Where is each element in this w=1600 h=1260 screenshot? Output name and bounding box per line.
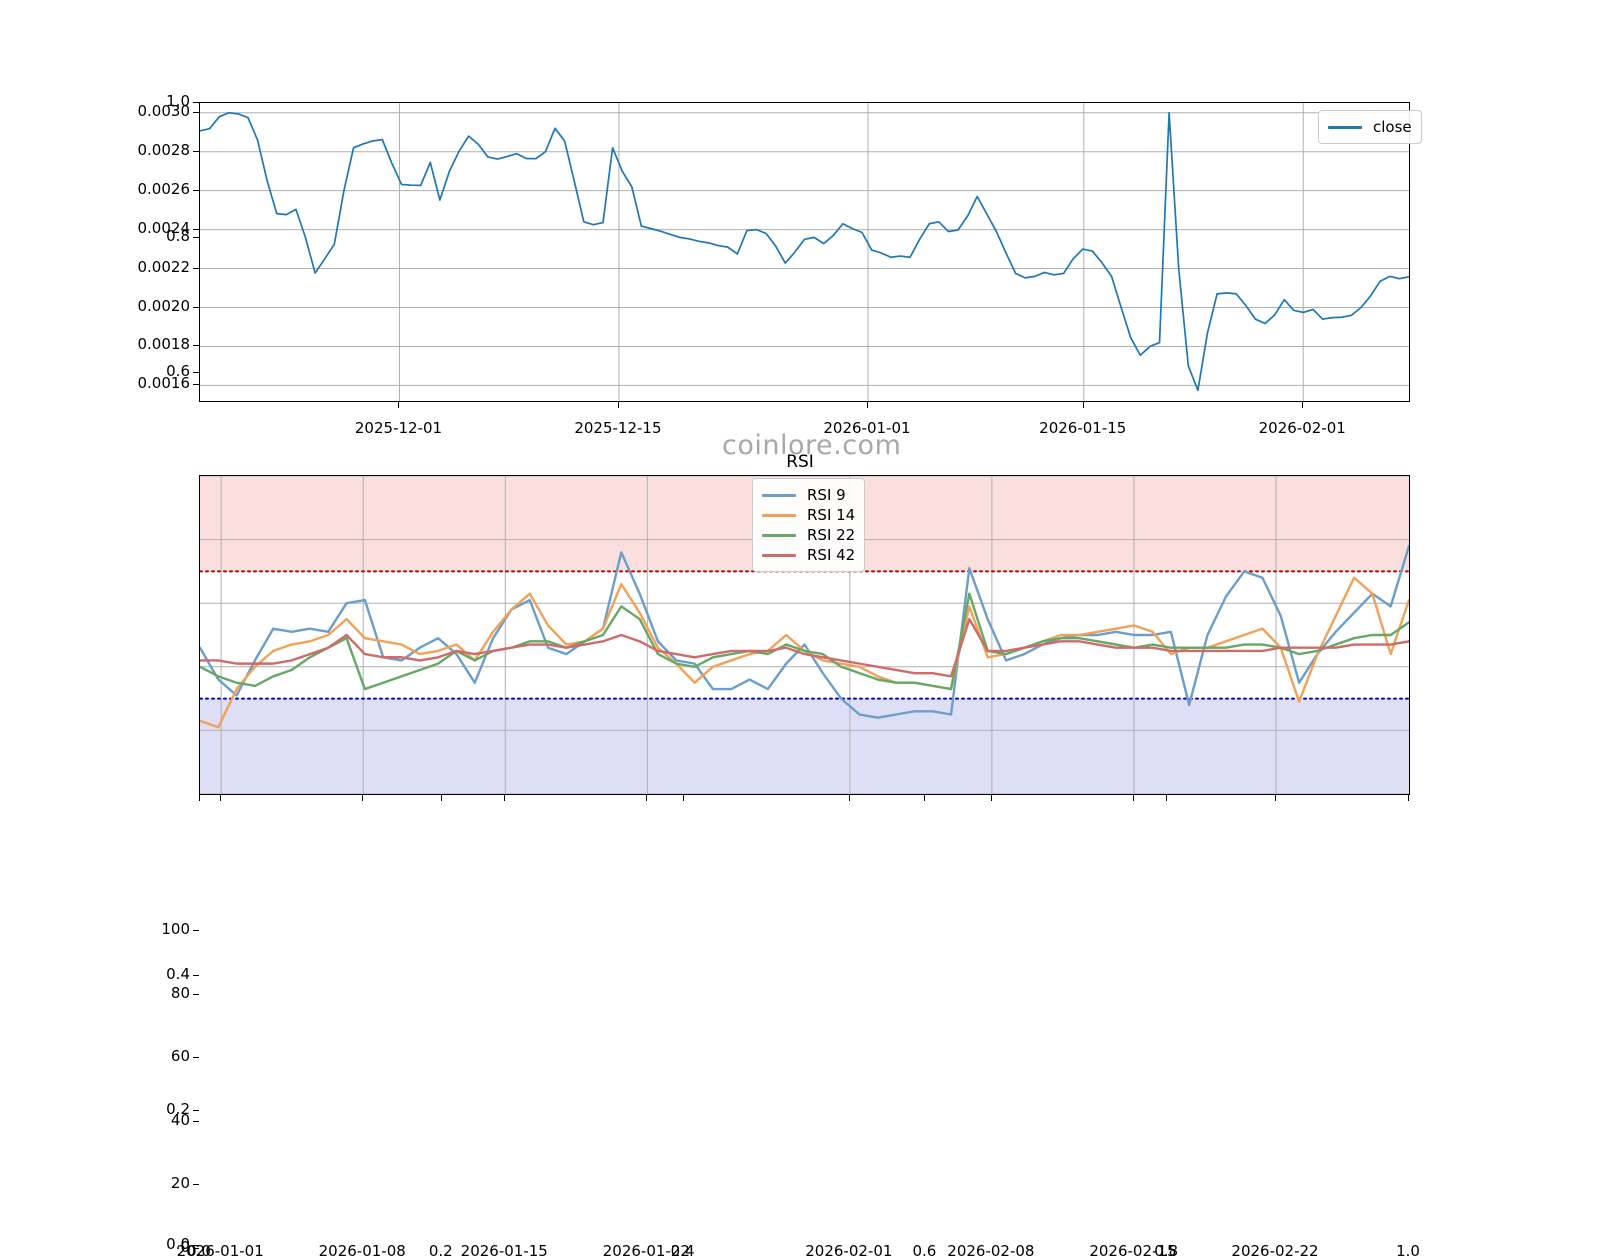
legend-color-swatch [762, 553, 796, 557]
axis-tick-mark [362, 795, 364, 801]
legend-color-swatch [762, 533, 796, 537]
price-y-tick-label: 0.0018 [137, 335, 191, 354]
price-y-tick-label: 0.0030 [137, 101, 191, 120]
axis-tick-mark [990, 795, 992, 801]
price-y-secondary-tick-label: 0.8 [166, 227, 190, 246]
axis-tick-mark [1166, 795, 1168, 801]
legend-entry[interactable]: RSI 9 [762, 485, 855, 505]
legend-entry[interactable]: close [1328, 117, 1412, 137]
price-y-tick-label: 0.0016 [137, 374, 191, 393]
rsi-x-tick-label: 2026-02-22 [1231, 1242, 1319, 1260]
price-chart-panel: 0.0030 0.0028 0.0026 0.0024 0.0022 0.0020 0.00… [0, 0, 1600, 470]
rsi-x-secondary-tick-label: 0.2 [428, 1242, 453, 1260]
rsi-chart-title: RSI [786, 452, 814, 472]
rsi-y-tick-label: 20 [170, 1174, 190, 1193]
rsi-y-tick-label: 80 [170, 983, 190, 1002]
axis-tick-mark [1132, 795, 1134, 801]
axis-tick-mark [193, 993, 199, 995]
price-x-tick-label: 2025-12-15 [574, 419, 662, 437]
price-y-secondary-tick-label: 0.6 [166, 362, 190, 381]
legend-color-swatch [1328, 125, 1362, 129]
price-y-tick-label: 0.0024 [137, 218, 191, 237]
legend-color-swatch [762, 513, 796, 517]
axis-tick-mark [193, 1184, 199, 1186]
axis-tick-mark [682, 795, 684, 801]
axis-tick-mark [504, 795, 506, 801]
rsi-y-secondary-tick-label: 0.2 [166, 1099, 190, 1118]
rsi-x-tick-label: 2026-02-01 [805, 1242, 893, 1260]
axis-tick-mark [193, 345, 199, 347]
price-x-tick-label: 2025-12-01 [354, 419, 443, 437]
price-legend: close [1318, 110, 1422, 144]
watermark: coinlore.com [722, 430, 902, 461]
legend-label: RSI 14 [807, 506, 856, 524]
price-y-secondary-tick-label: 1.0 [166, 92, 190, 110]
axis-tick-mark [220, 795, 222, 801]
price-x-tick-label: 2026-02-01 [1258, 419, 1346, 437]
price-y-tick-label: 0.0028 [137, 140, 191, 159]
axis-tick-mark [193, 1120, 199, 1122]
rsi-x-secondary-tick-label: 1.0 [1396, 1242, 1420, 1260]
price-x-tick-label: 2026-01-15 [1039, 419, 1127, 437]
rsi-chart-panel: 0 20 40 60 80 100 0.4 0.2 0.0 2026-01-01 2026-01… [0, 455, 1600, 1259]
legend-label: close [1373, 118, 1412, 136]
axis-tick-mark [1275, 795, 1276, 801]
axis-tick-mark [193, 1057, 199, 1059]
axis-tick-mark [193, 306, 199, 308]
price-y-tick-label: 0.0022 [137, 257, 191, 276]
rsi-legend: RSI 9 RSI 14 RSI 22 RSI 42 [752, 478, 866, 572]
axis-tick-mark [848, 795, 850, 801]
axis-tick-mark [924, 795, 926, 801]
axis-tick-mark [1082, 402, 1084, 408]
price-plot-area [199, 102, 1410, 402]
price-x-tick-label: 2026-01-01 [823, 419, 911, 437]
rsi-x-secondary-tick-label: 0.8 [1154, 1242, 1179, 1260]
axis-tick-mark [193, 189, 199, 191]
legend-entry[interactable]: RSI 14 [762, 505, 855, 525]
axis-tick-mark [193, 974, 199, 976]
axis-tick-mark [1408, 795, 1409, 801]
legend-entry[interactable]: RSI 42 [762, 545, 855, 565]
price-y-tick-label: 0.0026 [137, 179, 191, 198]
legend-label: RSI 9 [807, 486, 846, 504]
axis-tick-mark [398, 402, 400, 408]
axis-tick-mark [193, 111, 199, 113]
axis-tick-mark [617, 402, 619, 408]
rsi-y-tick-label: 100 [161, 920, 190, 938]
axis-tick-mark [199, 795, 200, 801]
axis-tick-mark [193, 102, 199, 103]
legend-entry[interactable]: RSI 22 [762, 525, 855, 545]
axis-tick-mark [1302, 402, 1304, 408]
legend-label: RSI 42 [807, 546, 856, 564]
rsi-plot-area [199, 475, 1410, 795]
axis-tick-mark [193, 1109, 199, 1111]
legend-color-swatch [762, 493, 796, 497]
axis-tick-mark [193, 228, 199, 230]
axis-tick-mark [440, 795, 442, 801]
axis-tick-mark [193, 150, 199, 152]
rsi-x-tick-label: 2026-01-08 [318, 1242, 406, 1260]
rsi-x-secondary-tick-label: 0.0 [187, 1242, 211, 1260]
rsi-y-tick-label: 60 [170, 1047, 190, 1066]
axis-tick-mark [193, 930, 199, 931]
rsi-y-secondary-tick-label: 0.4 [166, 964, 190, 983]
rsi-x-secondary-tick-label: 0.4 [670, 1242, 695, 1260]
axis-tick-mark [646, 795, 648, 801]
legend-label: RSI 22 [807, 526, 856, 544]
axis-tick-mark [193, 237, 199, 239]
axis-tick-mark [866, 402, 868, 408]
axis-tick-mark [193, 384, 199, 386]
price-line-plot [200, 103, 1409, 401]
axis-tick-mark [193, 372, 199, 374]
rsi-x-secondary-tick-label: 0.6 [912, 1242, 937, 1260]
axis-tick-mark [193, 267, 199, 269]
price-y-tick-label: 0.0020 [137, 296, 191, 315]
